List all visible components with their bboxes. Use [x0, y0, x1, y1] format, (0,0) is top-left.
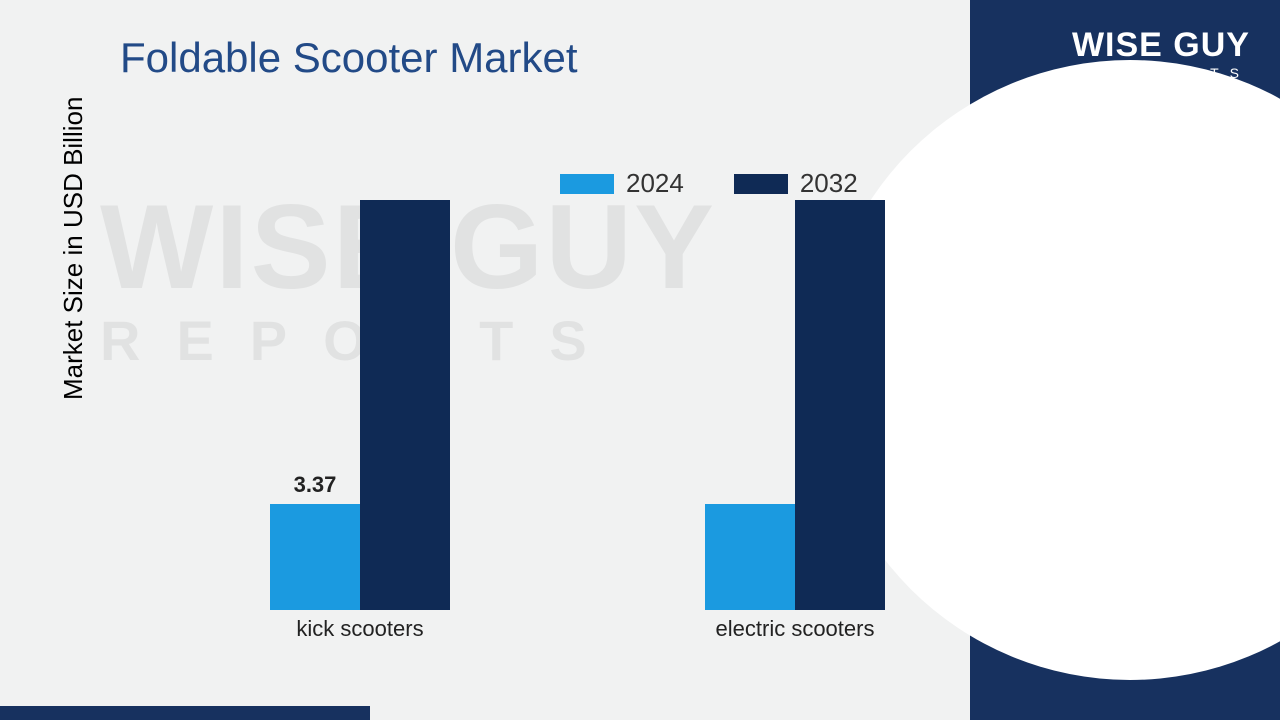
chart-title: Foldable Scooter Market: [120, 34, 578, 82]
bar-kick-2032: [360, 200, 450, 610]
bar-electric-2024: [705, 504, 795, 610]
x-label-electric: electric scooters: [695, 610, 895, 642]
legend-item-2032: 2032: [734, 168, 858, 199]
legend-label-2024: 2024: [626, 168, 684, 199]
bar-label-kick-2024: 3.37: [270, 472, 360, 498]
page: WISE GUY REPORTS WISE GUY REPORTS Foldab…: [0, 0, 1280, 720]
legend-swatch-2032: [734, 174, 788, 194]
legend-label-2032: 2032: [800, 168, 858, 199]
legend-swatch-2024: [560, 174, 614, 194]
brand-logo: WISE GUY REPORTS: [1072, 28, 1250, 80]
legend: 2024 2032: [560, 168, 858, 199]
bar-kick-2024: [270, 504, 360, 610]
footer-bar: [0, 706, 370, 720]
x-label-kick: kick scooters: [260, 610, 460, 642]
brand-line1: WISE GUY: [1072, 28, 1250, 62]
legend-item-2024: 2024: [560, 168, 684, 199]
y-axis-label: Market Size in USD Billion: [58, 97, 89, 400]
brand-line2: REPORTS: [1072, 66, 1250, 80]
chart-plot: 3.37 kick scooters electric scooters: [130, 200, 960, 610]
bar-electric-2032: [795, 200, 885, 610]
